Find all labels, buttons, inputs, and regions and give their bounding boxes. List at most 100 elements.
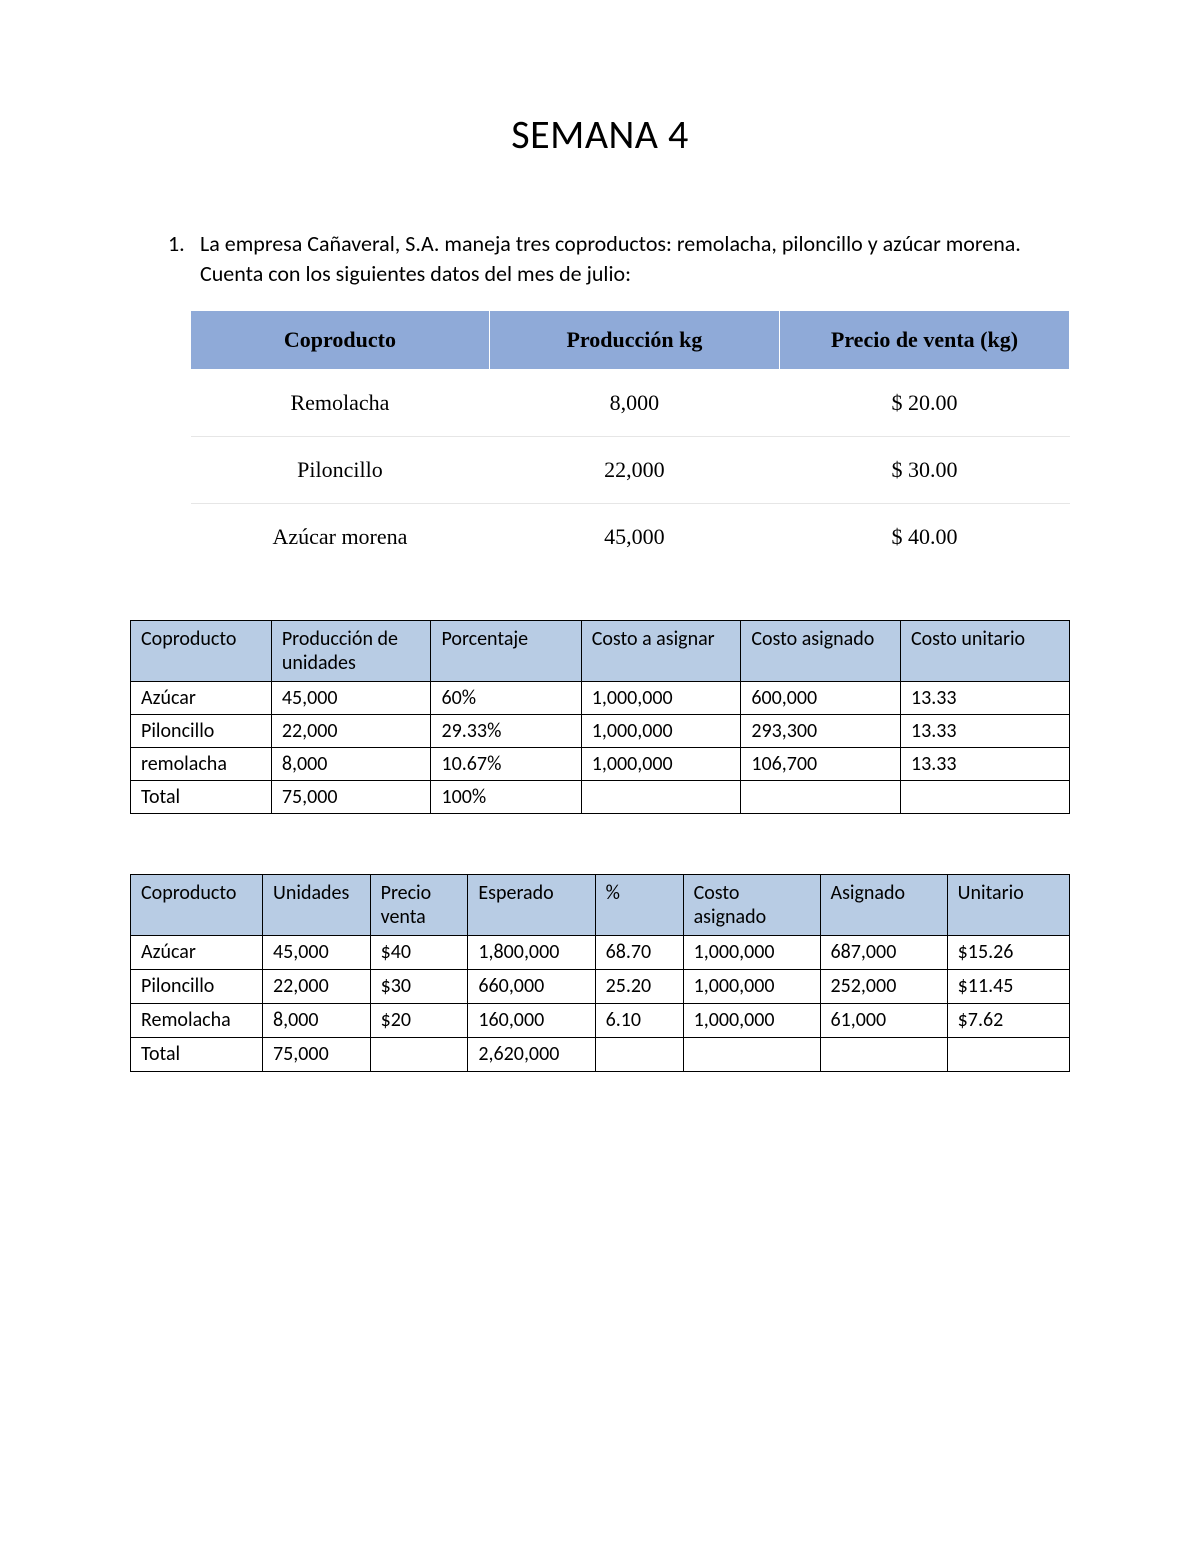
cell: 252,000 [820, 970, 947, 1004]
cell: 1,000,000 [683, 936, 820, 970]
cell: $11.45 [947, 970, 1069, 1004]
col: Costo asignado [683, 875, 820, 936]
cell: $7.62 [947, 1004, 1069, 1038]
cell [947, 1038, 1069, 1072]
col: Coproducto [131, 875, 263, 936]
col: Esperado [468, 875, 595, 936]
cell: Azúcar morena [191, 504, 490, 571]
cell: Total [131, 1038, 263, 1072]
table-row: Piloncillo 22,000 29.33% 1,000,000 293,3… [131, 715, 1070, 748]
cell: Azúcar [131, 682, 272, 715]
cell: 75,000 [263, 1038, 371, 1072]
table-header-row: Coproducto Producción kg Precio de venta… [191, 311, 1070, 370]
question-text: La empresa Cañaveral, S.A. maneja tres c… [200, 229, 1070, 288]
cell: 1,000,000 [683, 1004, 820, 1038]
table-coproductos: Coproducto Producción kg Precio de venta… [190, 310, 1070, 570]
cell [820, 1038, 947, 1072]
cell: 60% [431, 682, 581, 715]
cell: $ 20.00 [779, 370, 1069, 437]
cell: 45,000 [489, 504, 779, 571]
cell: 6.10 [595, 1004, 683, 1038]
col: Producción de unidades [271, 621, 431, 682]
cell: $15.26 [947, 936, 1069, 970]
cell: 1,000,000 [581, 748, 741, 781]
cell [741, 781, 901, 814]
table-row: Azúcar 45,000 $40 1,800,000 68.70 1,000,… [131, 936, 1070, 970]
col: Costo a asignar [581, 621, 741, 682]
table-costo-valor: Coproducto Unidades Precio venta Esperad… [130, 874, 1070, 1072]
table-header-row: Coproducto Unidades Precio venta Esperad… [131, 875, 1070, 936]
table-row: Azúcar 45,000 60% 1,000,000 600,000 13.3… [131, 682, 1070, 715]
cell: 1,800,000 [468, 936, 595, 970]
cell: 2,620,000 [468, 1038, 595, 1072]
table-costo-unidades: Coproducto Producción de unidades Porcen… [130, 620, 1070, 814]
cell: $ 30.00 [779, 437, 1069, 504]
cell: 8,000 [271, 748, 431, 781]
document-page: SEMANA 4 1. La empresa Cañaveral, S.A. m… [0, 0, 1200, 1553]
cell: $20 [370, 1004, 468, 1038]
cell: 45,000 [271, 682, 431, 715]
cell: 687,000 [820, 936, 947, 970]
table-row: remolacha 8,000 10.67% 1,000,000 106,700… [131, 748, 1070, 781]
table-row: Remolacha 8,000 $20 160,000 6.10 1,000,0… [131, 1004, 1070, 1038]
table-row: Remolacha 8,000 $ 20.00 [191, 370, 1070, 437]
table-row-total: Total 75,000 2,620,000 [131, 1038, 1070, 1072]
col: Porcentaje [431, 621, 581, 682]
cell: 160,000 [468, 1004, 595, 1038]
table-row: Piloncillo 22,000 $30 660,000 25.20 1,00… [131, 970, 1070, 1004]
cell: 75,000 [271, 781, 431, 814]
col: Costo unitario [900, 621, 1069, 682]
col: % [595, 875, 683, 936]
table-row: Azúcar morena 45,000 $ 40.00 [191, 504, 1070, 571]
cell: 106,700 [741, 748, 901, 781]
col: Unitario [947, 875, 1069, 936]
cell: 293,300 [741, 715, 901, 748]
question-prompt: 1. La empresa Cañaveral, S.A. maneja tre… [168, 229, 1070, 288]
table-header-row: Coproducto Producción de unidades Porcen… [131, 621, 1070, 682]
col: Costo asignado [741, 621, 901, 682]
cell [595, 1038, 683, 1072]
cell: 600,000 [741, 682, 901, 715]
col-precio: Precio de venta (kg) [779, 311, 1069, 370]
cell: 22,000 [489, 437, 779, 504]
cell: 22,000 [271, 715, 431, 748]
table-row-total: Total 75,000 100% [131, 781, 1070, 814]
cell: Total [131, 781, 272, 814]
cell: Remolacha [131, 1004, 263, 1038]
page-title: SEMANA 4 [130, 110, 1070, 159]
col: Coproducto [131, 621, 272, 682]
cell: 68.70 [595, 936, 683, 970]
cell [683, 1038, 820, 1072]
cell: 100% [431, 781, 581, 814]
table-row: Piloncillo 22,000 $ 30.00 [191, 437, 1070, 504]
col: Precio venta [370, 875, 468, 936]
question-number: 1. [168, 229, 200, 288]
cell: 660,000 [468, 970, 595, 1004]
cell: 13.33 [900, 682, 1069, 715]
cell: 22,000 [263, 970, 371, 1004]
cell: 29.33% [431, 715, 581, 748]
cell: Piloncillo [131, 970, 263, 1004]
cell [370, 1038, 468, 1072]
col-coproducto: Coproducto [191, 311, 490, 370]
cell: 13.33 [900, 748, 1069, 781]
cell: Piloncillo [191, 437, 490, 504]
cell: 10.67% [431, 748, 581, 781]
col-produccion: Producción kg [489, 311, 779, 370]
cell: Azúcar [131, 936, 263, 970]
cell [581, 781, 741, 814]
cell: 1,000,000 [581, 715, 741, 748]
cell: 1,000,000 [581, 682, 741, 715]
cell [900, 781, 1069, 814]
cell: $ 40.00 [779, 504, 1069, 571]
cell: 61,000 [820, 1004, 947, 1038]
cell: 8,000 [263, 1004, 371, 1038]
cell: Remolacha [191, 370, 490, 437]
col: Asignado [820, 875, 947, 936]
cell: 8,000 [489, 370, 779, 437]
cell: Piloncillo [131, 715, 272, 748]
cell: 1,000,000 [683, 970, 820, 1004]
cell: 45,000 [263, 936, 371, 970]
cell: 13.33 [900, 715, 1069, 748]
cell: $30 [370, 970, 468, 1004]
